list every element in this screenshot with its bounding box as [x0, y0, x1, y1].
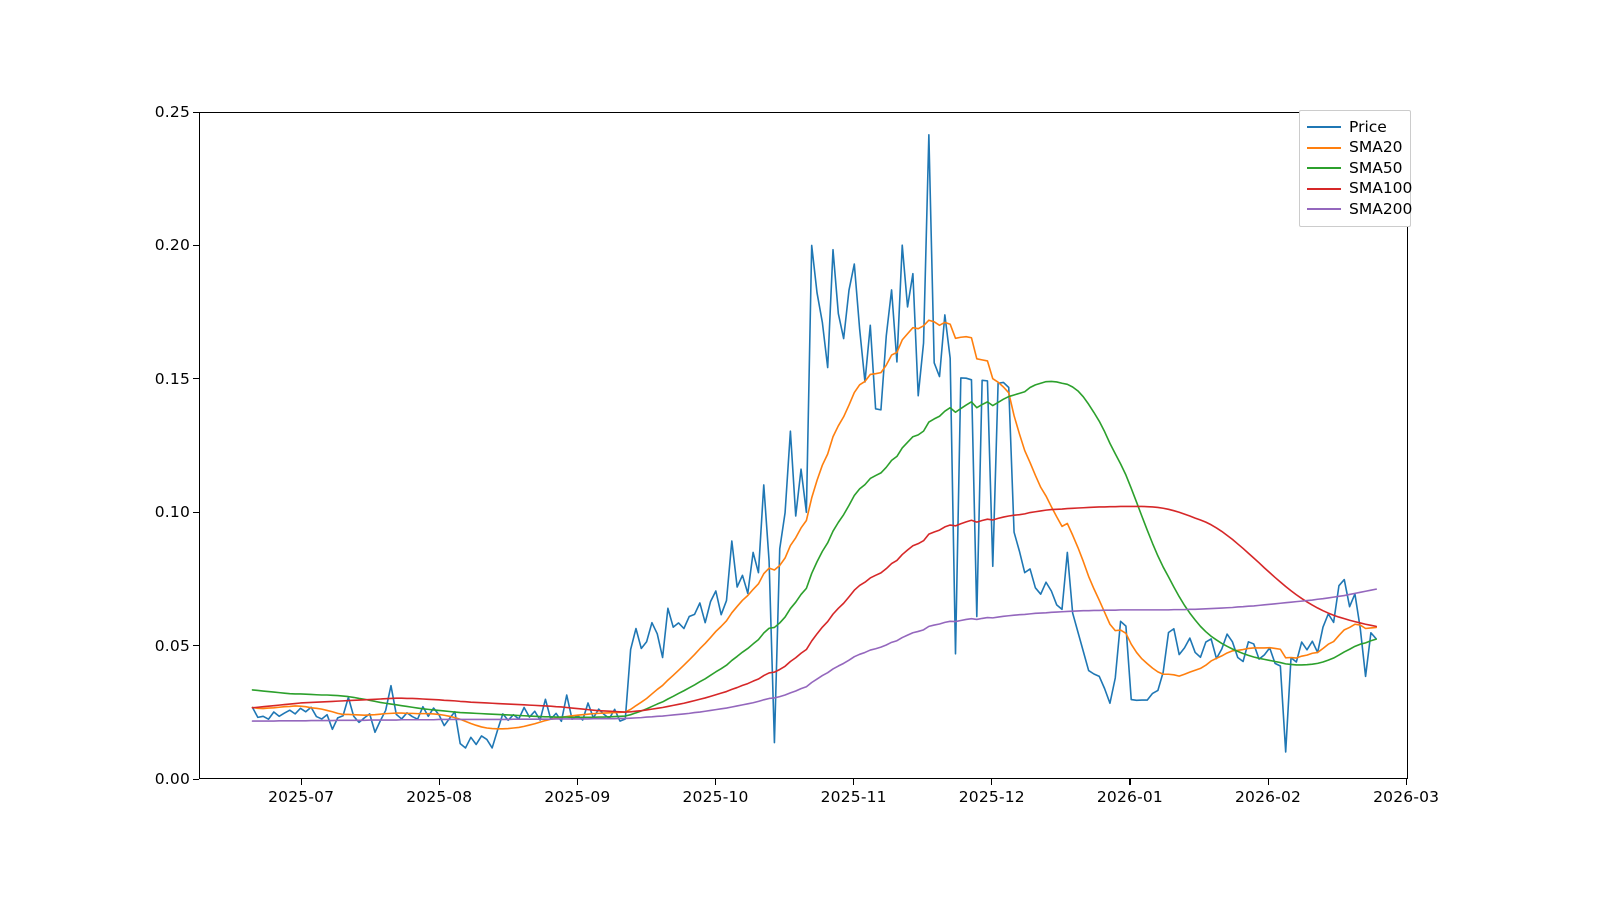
legend-item-sma200[interactable]: SMA200: [1307, 199, 1412, 220]
y-tick-label: 0.15: [154, 369, 190, 388]
legend-item-sma100[interactable]: SMA100: [1307, 179, 1412, 200]
x-tick-mark: [1129, 779, 1131, 785]
legend-label: SMA50: [1349, 158, 1403, 177]
x-tick-label: 2026-03: [1373, 788, 1440, 806]
y-tick-label: 0.20: [154, 236, 190, 255]
legend-label: SMA100: [1349, 179, 1413, 197]
x-tick-mark: [991, 779, 993, 785]
legend-label: Price: [1349, 117, 1387, 136]
legend-label: SMA200: [1349, 199, 1413, 218]
y-tick-mark: [193, 778, 199, 780]
x-tick-mark: [1267, 779, 1269, 785]
x-tick-label: 2026-02: [1234, 788, 1302, 806]
series-line-sma100: [253, 506, 1377, 712]
y-tick-mark: [193, 244, 199, 246]
legend-color-swatch: [1307, 146, 1341, 149]
y-tick-label: 0.05: [154, 636, 190, 655]
legend[interactable]: Price SMA20 SMA50 SMA100 SMA200: [1299, 110, 1412, 227]
x-tick-label: 2026-01: [1096, 788, 1164, 806]
y-tick-mark: [193, 378, 199, 380]
series-line-sma200: [253, 589, 1377, 721]
x-tick-mark: [576, 779, 578, 785]
x-tick-label: 2025-09: [544, 788, 611, 806]
legend-item-sma20[interactable]: SMA20: [1307, 138, 1403, 159]
x-tick-label: 2025-12: [958, 788, 1025, 806]
y-tick-label: 0.10: [154, 503, 190, 522]
series-line-sma20: [253, 320, 1377, 729]
x-tick-mark: [1405, 779, 1407, 785]
x-tick-mark: [438, 779, 440, 785]
y-tick-label: 0.25: [154, 103, 190, 121]
plot-lines: [200, 113, 1407, 778]
legend-item-sma50[interactable]: SMA50: [1307, 158, 1403, 179]
legend-label: SMA20: [1349, 138, 1403, 156]
x-tick-label: 2025-07: [268, 788, 335, 806]
legend-color-swatch: [1307, 126, 1341, 129]
legend-color-swatch: [1307, 167, 1341, 170]
x-tick-mark: [300, 779, 302, 785]
plot-area: [199, 112, 1408, 779]
legend-item-price[interactable]: Price: [1307, 117, 1403, 138]
y-tick-mark: [193, 111, 199, 113]
series-line-sma50: [253, 381, 1377, 717]
y-tick-mark: [193, 511, 199, 513]
legend-color-swatch: [1307, 208, 1341, 211]
legend-color-swatch: [1307, 187, 1341, 190]
series-line-price: [253, 135, 1377, 752]
x-tick-mark: [715, 779, 717, 785]
x-tick-label: 2025-10: [682, 788, 749, 806]
x-tick-mark: [853, 779, 855, 785]
x-tick-label: 2025-11: [820, 788, 887, 806]
y-tick-label: 0.00: [154, 770, 190, 788]
x-tick-label: 2025-08: [406, 788, 473, 806]
y-tick-mark: [193, 645, 199, 647]
